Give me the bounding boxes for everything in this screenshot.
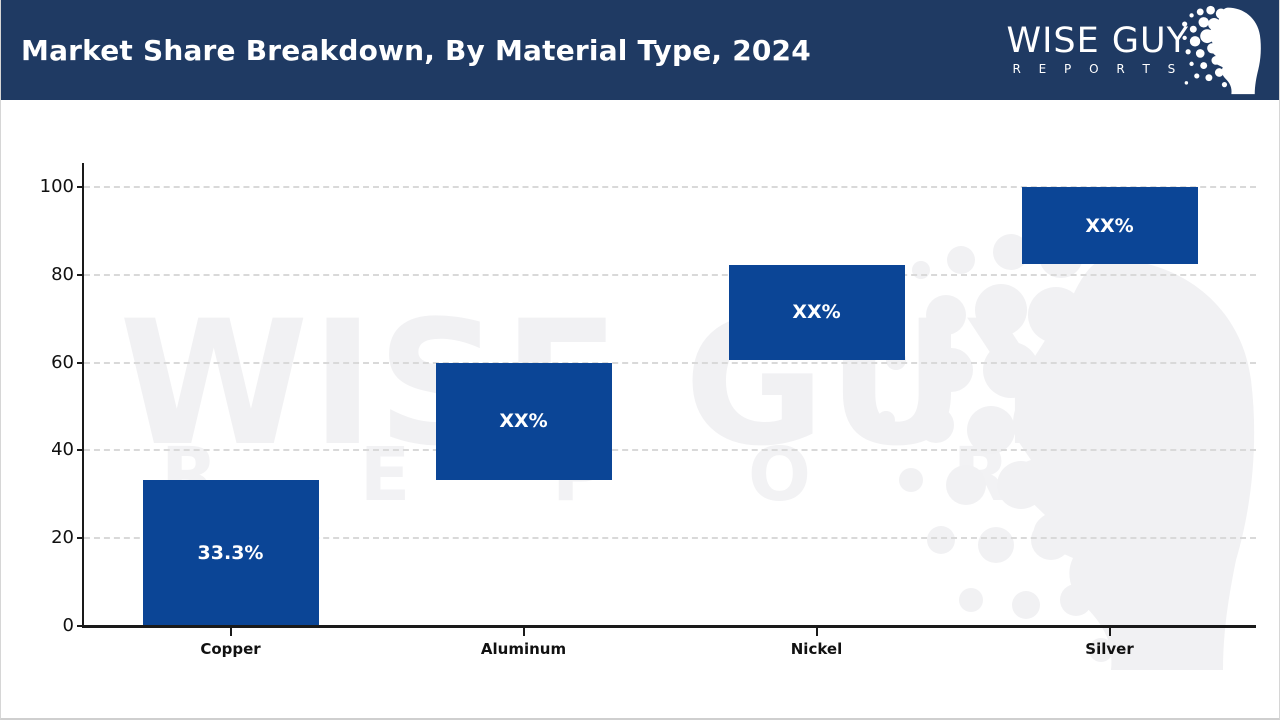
x-axis-label-aluminum: Aluminum — [480, 640, 567, 658]
x-axis-label-copper: Copper — [200, 640, 261, 658]
bar-value-label-aluminum: XX% — [499, 410, 548, 433]
y-axis-label-100: 100 — [39, 176, 74, 197]
x-axis-label-nickel: Nickel — [790, 640, 843, 658]
logo-brand-name: WISE GUY — [1006, 21, 1189, 61]
y-axis-label-80: 80 — [51, 263, 74, 285]
y-axis-tick-0 — [77, 625, 84, 627]
y-axis-label-20: 20 — [51, 527, 74, 549]
gridline-60 — [84, 361, 1256, 364]
x-axis-spine — [82, 625, 1256, 628]
header-band: Market Share Breakdown, By Material Type… — [1, 0, 1279, 100]
y-axis-label-60: 60 — [51, 351, 74, 373]
face-profile-dots-icon — [1182, 5, 1261, 95]
y-axis-tick-60 — [77, 361, 84, 364]
watermark-face-dots — [871, 234, 1255, 670]
y-axis-tick-80 — [77, 273, 84, 276]
y-axis-spine — [82, 163, 84, 628]
wiseguy-logo: WISE GUY R E P O R T S — [1006, 5, 1267, 95]
chart-title: Market Share Breakdown, By Material Type… — [21, 33, 811, 67]
bar-value-label-nickel: XX% — [792, 301, 841, 324]
y-axis-label-0: 0 — [62, 615, 74, 636]
logo-text: WISE GUY R E P O R T S — [1006, 21, 1189, 77]
x-axis-label-silver: Silver — [1085, 640, 1134, 658]
gridline-100 — [84, 186, 1256, 188]
x-axis-tick-silver — [1108, 628, 1111, 636]
y-axis-tick-100 — [77, 186, 84, 188]
plot-area: WISE GUY R E P O R T S 02040608010033.3%… — [1, 100, 1279, 718]
gridline-40 — [84, 449, 1256, 452]
gridline-80 — [84, 273, 1256, 276]
x-axis-tick-aluminum — [522, 628, 525, 636]
gridline-20 — [84, 537, 1256, 540]
bar-copper: 33.3% — [142, 479, 319, 626]
y-axis-tick-40 — [77, 449, 84, 452]
bar-aluminum: XX% — [435, 362, 612, 480]
bar-value-label-copper: 33.3% — [197, 541, 264, 564]
x-axis-tick-nickel — [815, 628, 818, 636]
bar-silver: XX% — [1021, 187, 1198, 265]
bar-nickel: XX% — [728, 264, 905, 360]
x-axis-tick-copper — [229, 628, 232, 636]
logo-brand-subtitle: R E P O R T S — [1012, 62, 1183, 76]
bar-value-label-silver: XX% — [1085, 214, 1134, 237]
y-axis-label-40: 40 — [51, 439, 74, 461]
y-axis-tick-20 — [77, 537, 84, 540]
